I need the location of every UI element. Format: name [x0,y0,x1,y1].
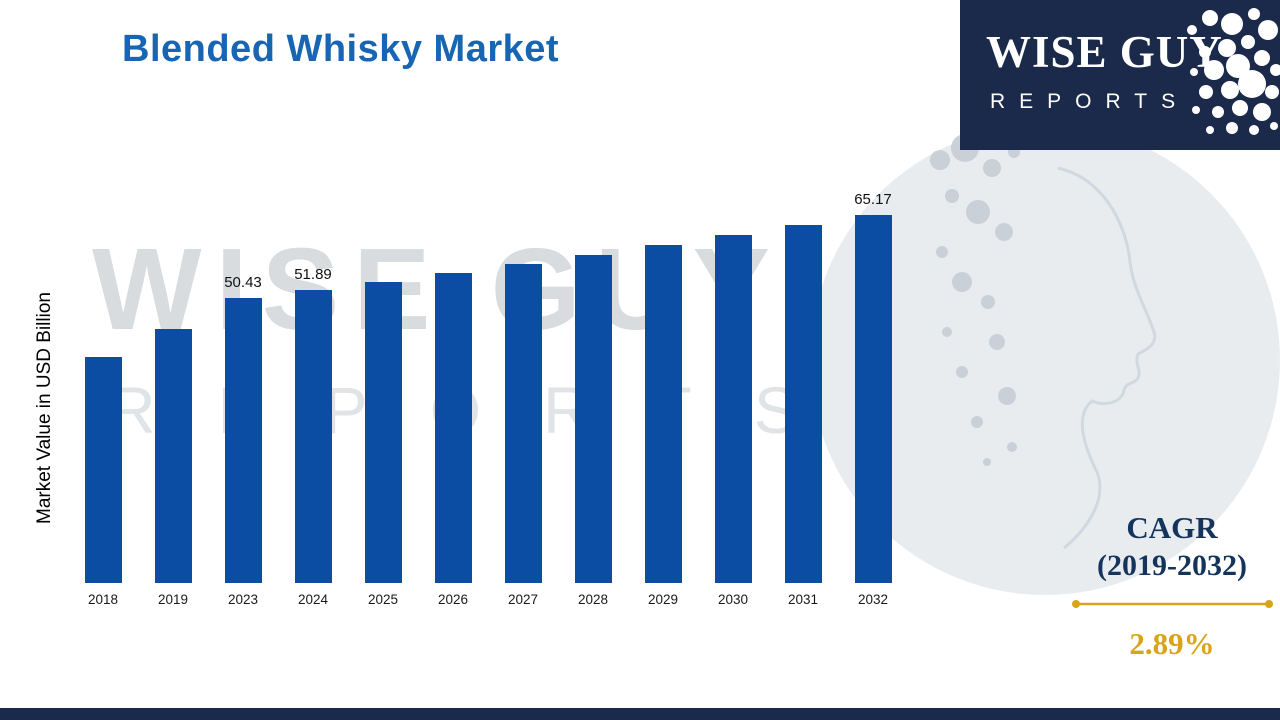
bar-slot [348,215,418,583]
chart-title: Blended Whisky Market [122,28,560,70]
bar-slot [68,215,138,583]
x-tick-label: 2027 [507,592,539,607]
x-tick-label: 2028 [577,592,609,607]
bar-2031 [784,225,822,583]
bar-2026 [434,273,472,583]
bar-value-label: 51.89 [294,266,332,283]
dot-face-icon [1187,8,1280,135]
bar-slot [628,215,698,583]
brand-logo: WISE GUY REPORTS [960,0,1280,150]
bar-value-label: 65.17 [854,191,892,208]
footer-bar [0,708,1280,720]
bar-2018 [84,357,122,583]
bar-slot: 65.17 [838,191,908,583]
x-tick-label: 2024 [297,592,329,607]
bar-2030 [714,235,752,583]
bar-2028 [574,255,612,583]
x-tick-label: 2029 [647,592,679,607]
cagr-value: 2.89% [1129,626,1215,661]
brand-name: WISE GUY [986,27,1223,77]
x-tick-label: 2025 [367,592,399,607]
cagr-range: (2019-2032) [1097,549,1247,582]
bar-chart: 50.43 51.89 65.17 [68,191,908,583]
bar-slot [768,215,838,583]
x-tick-label: 2019 [157,592,189,607]
x-tick-label: 2023 [227,592,259,607]
x-tick-label: 2018 [87,592,119,607]
cagr-label: CAGR [1126,510,1218,545]
bar-slot [418,215,488,583]
bar-slot [488,215,558,583]
bar-slot: 51.89 [278,215,348,583]
bar-slot [138,215,208,583]
bar-2032 [854,215,892,583]
bar-2025 [364,282,402,583]
bar-slot [698,215,768,583]
x-tick-label: 2032 [857,592,889,607]
y-axis-label: Market Value in USD Billion [34,292,55,524]
x-tick-label: 2026 [437,592,469,607]
bar-slot [558,215,628,583]
bar-slot: 50.43 [208,215,278,583]
bar-2019 [154,329,192,583]
bar-2029 [644,245,682,583]
bar-2027 [504,264,542,583]
bar-2023 [224,298,262,583]
gold-divider-line [1071,600,1273,608]
x-tick-label: 2031 [787,592,819,607]
x-tick-label: 2030 [717,592,749,607]
x-axis-labels: 2018 2019 2023 2024 2025 2026 2027 2028 2029 2030… [68,592,908,607]
cagr-block: CAGR (2019-2032) 2.89% [1068,510,1276,662]
brand-subname: REPORTS [990,90,1190,113]
bar-value-label: 50.43 [224,274,262,291]
bar-2024 [294,290,332,583]
